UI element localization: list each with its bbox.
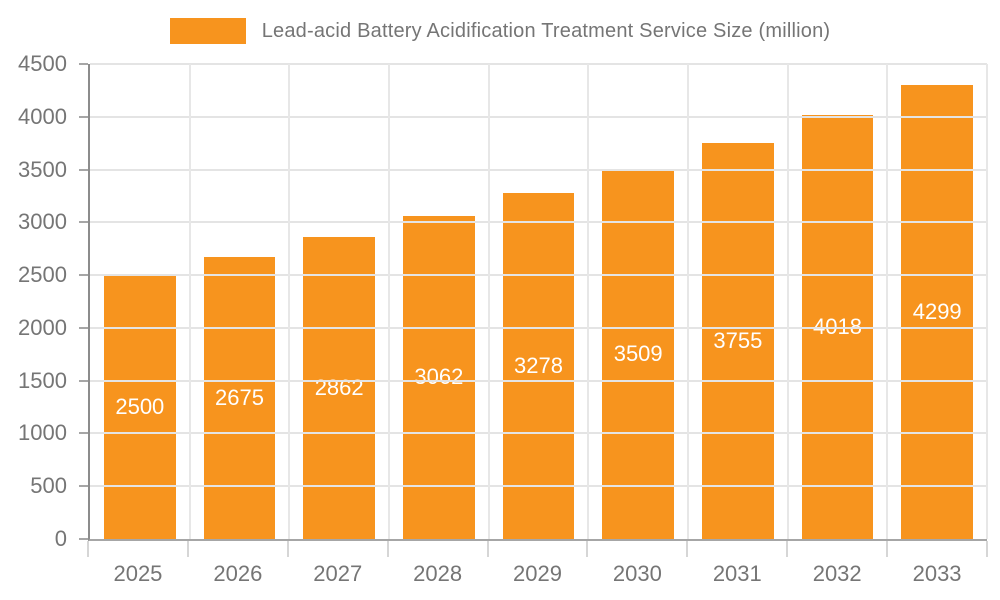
- y-gridline: [90, 63, 987, 65]
- x-tick-mark: [886, 541, 889, 557]
- x-gridline: [686, 64, 689, 539]
- y-tick-label: 500: [30, 473, 67, 499]
- bars-group: 2500 2675 2862 3062 3278 3509 3755 4018 4299: [90, 64, 987, 539]
- y-gridline: [90, 326, 987, 329]
- y-tick-mark: [79, 538, 88, 540]
- y-tick-mark: [79, 485, 88, 488]
- bar-slot: 2500: [90, 64, 190, 539]
- bar-slot: 2675: [190, 64, 290, 539]
- y-tick-mark: [79, 432, 88, 435]
- bar-slot: 2862: [289, 64, 389, 539]
- y-gridline: [90, 485, 987, 488]
- bar-2029[interactable]: 3278: [502, 193, 575, 539]
- x-gridline: [986, 64, 988, 539]
- x-tick-mark: [486, 541, 489, 557]
- x-tick-label: 2026: [213, 561, 263, 586]
- x-tick-label: 2031: [712, 561, 762, 586]
- bar-2028[interactable]: 3062: [402, 215, 475, 539]
- x-gridline: [487, 64, 490, 539]
- y-tick-mark: [79, 115, 88, 118]
- x-tick-label: 2029: [513, 561, 562, 586]
- bar-value-label: 2862: [314, 374, 364, 400]
- y-gridline: [90, 221, 987, 224]
- x-tick-label: 2025: [113, 561, 163, 586]
- x-tick-mark: [87, 541, 89, 557]
- bar-2030[interactable]: 3509: [602, 168, 675, 539]
- x-axis: 2025 2026 2027 2028 2029 2030 2031 2032 2033: [87, 541, 988, 596]
- y-gridline: [90, 432, 987, 435]
- x-gridline: [886, 64, 889, 539]
- x-labels-row: 2025 2026 2027 2028 2029 2030 2031 2032 2033: [88, 561, 987, 587]
- bar-2027[interactable]: 2862: [303, 236, 376, 539]
- y-tick-label: 4500: [18, 51, 67, 76]
- bar-slot: 3509: [588, 64, 688, 539]
- y-tick-label: 3500: [18, 156, 67, 182]
- bar-2031[interactable]: 3755: [701, 142, 774, 539]
- bar-value-label: 4018: [813, 313, 863, 339]
- x-tick-mark: [386, 541, 389, 557]
- bar-slot: 3755: [688, 64, 788, 539]
- bar-value-label: 2500: [115, 394, 165, 420]
- legend-swatch: [169, 18, 246, 44]
- y-tick-mark: [79, 168, 88, 171]
- plot-area: 2500 2675 2862 3062 3278 3509 3755 4018 4299: [79, 63, 988, 541]
- y-gridline: [90, 168, 987, 171]
- y-tick-mark: [79, 274, 88, 277]
- x-gridline: [387, 64, 390, 539]
- y-tick-label: 1000: [18, 420, 67, 446]
- bar-value-label: 4299: [912, 299, 962, 325]
- legend-label: Lead-acid Battery Acidification Treatmen…: [261, 19, 831, 42]
- bar-slot: 3062: [389, 64, 489, 539]
- bar-2025[interactable]: 2500: [103, 275, 176, 539]
- y-gridline: [90, 379, 987, 382]
- y-gridline: [90, 115, 987, 118]
- y-tick-label: 1500: [18, 367, 67, 393]
- y-tick-label: 0: [54, 526, 67, 551]
- x-gridline: [288, 64, 291, 539]
- bar-value-label: 3278: [514, 353, 563, 378]
- bar-slot: 4018: [788, 64, 888, 539]
- x-tick-label: 2033: [912, 561, 962, 586]
- y-tick-mark: [79, 326, 88, 329]
- y-gridline: [90, 274, 987, 277]
- chart-legend[interactable]: Lead-acid Battery Acidification Treatmen…: [0, 12, 1000, 50]
- x-tick-mark: [186, 541, 189, 557]
- y-tick-label: 2000: [18, 314, 67, 340]
- x-tick-mark: [686, 541, 689, 557]
- x-tick-label: 2030: [612, 561, 662, 586]
- x-tick-label: 2032: [812, 561, 862, 586]
- x-tick-mark: [786, 541, 789, 557]
- bar-2026[interactable]: 2675: [203, 256, 276, 539]
- bar-value-label: 3755: [713, 327, 763, 353]
- y-tick-mark: [79, 63, 88, 65]
- bar-value-label: 3509: [613, 340, 663, 366]
- bar-value-label: 2675: [215, 384, 264, 410]
- y-tick-label: 4000: [18, 103, 67, 129]
- bar-slot: 4299: [887, 64, 987, 539]
- x-gridline: [786, 64, 789, 539]
- x-gridline: [188, 64, 191, 539]
- y-axis: 0 500 1000 1500 2000 2500 3000 3500 4000 4500: [0, 53, 79, 550]
- bar-slot: 3278: [489, 64, 589, 539]
- x-tick-mark: [286, 541, 289, 557]
- y-tick-mark: [79, 221, 88, 224]
- x-tick-label: 2028: [413, 561, 463, 586]
- x-gridline: [587, 64, 590, 539]
- x-tick-mark: [586, 541, 589, 557]
- x-tick-mark: [986, 541, 988, 557]
- y-tick-mark: [79, 379, 88, 382]
- x-tick-label: 2027: [313, 561, 363, 586]
- y-tick-label: 2500: [18, 262, 67, 288]
- bar-value-label: 3062: [414, 364, 464, 390]
- y-tick-label: 3000: [18, 209, 67, 235]
- bar-2033[interactable]: 4299: [901, 85, 974, 539]
